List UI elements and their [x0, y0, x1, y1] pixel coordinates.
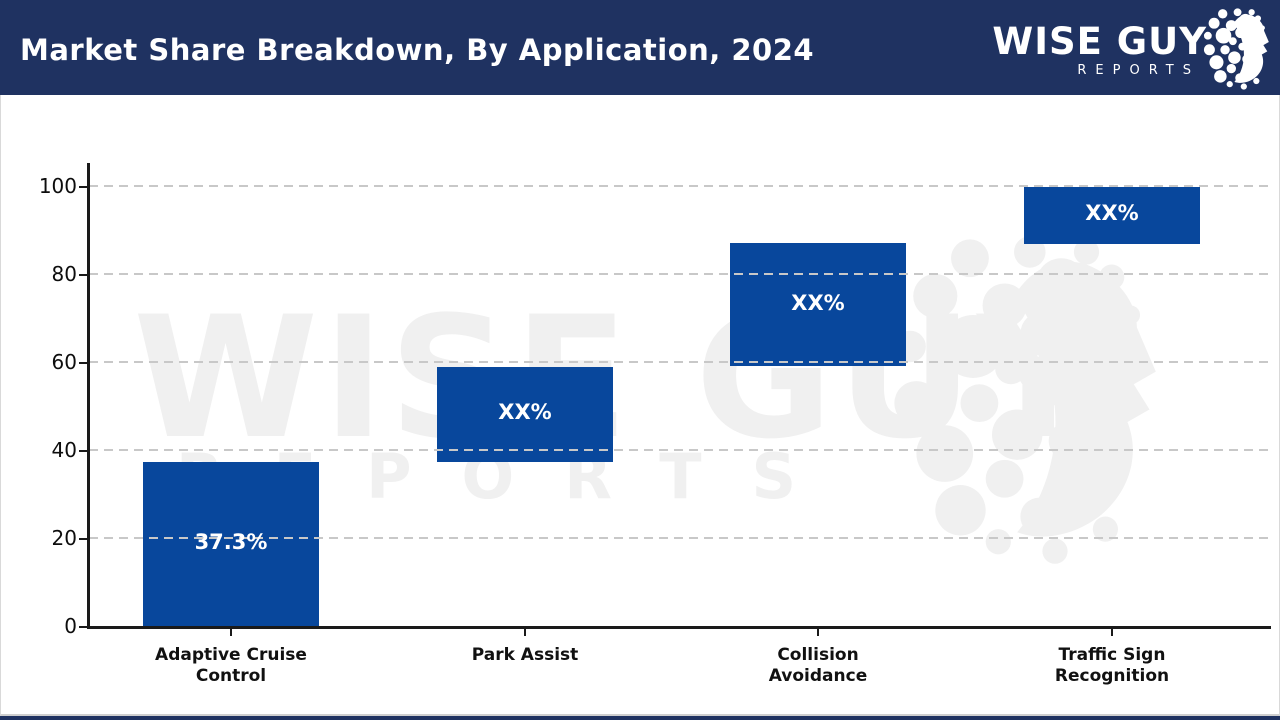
- x-axis-line: [87, 626, 1271, 629]
- x-category-label-line: Adaptive Cruise: [155, 645, 307, 665]
- bar-segment: [437, 366, 613, 462]
- y-tick-mark: [79, 362, 87, 364]
- x-tick-mark: [524, 628, 526, 636]
- bar-value-label: XX%: [791, 290, 845, 315]
- bar-value-label: XX%: [498, 400, 552, 425]
- gridline: [89, 185, 1271, 187]
- y-tick-label: 40: [51, 438, 77, 462]
- page-title: Market Share Breakdown, By Application, …: [20, 33, 815, 67]
- x-tick-mark: [230, 628, 232, 636]
- chart-panel: WISE GUY REPORTS 0 20 40 60 80 100 37.3% XX% XX%…: [0, 95, 1280, 716]
- plot-area: 0 20 40 60 80 100 37.3% XX% XX% XX% Adaptive Cruis…: [1, 95, 1279, 714]
- brand-head-icon: [1203, 8, 1269, 90]
- y-tick-mark: [79, 274, 87, 276]
- y-tick-label: 0: [64, 614, 77, 638]
- header-bar: Market Share Breakdown, By Application, …: [0, 0, 1280, 95]
- bar-segment: [730, 243, 906, 366]
- gridline: [89, 449, 1271, 451]
- y-tick-label: 20: [51, 526, 77, 550]
- bar-segment: [143, 461, 319, 626]
- brand-logo-wordmark: WISE GUY: [992, 20, 1207, 63]
- bar-segment: [1024, 186, 1200, 245]
- y-tick-mark: [79, 626, 87, 628]
- x-category-label: Collision Avoidance: [703, 645, 933, 687]
- y-axis-line: [87, 163, 90, 628]
- brand-logo-subtext: REPORTS: [1077, 63, 1200, 78]
- gridline: [89, 537, 1271, 539]
- x-category-label-line: Park Assist: [471, 645, 579, 665]
- footer-bar: [0, 716, 1280, 720]
- x-category-label-line: Recognition: [1054, 666, 1170, 686]
- x-category-label-line: Collision: [777, 645, 859, 665]
- y-tick-mark: [79, 538, 87, 540]
- x-category-label: Adaptive Cruise Control: [116, 645, 346, 687]
- gridline: [89, 361, 1271, 363]
- brand-logo: WISE GUY REPORTS: [992, 4, 1272, 92]
- x-tick-mark: [1111, 628, 1113, 636]
- y-tick-label: 100: [38, 174, 77, 198]
- y-tick-label: 80: [51, 262, 77, 286]
- gridline: [89, 273, 1271, 275]
- x-category-label-line: Control: [195, 666, 267, 686]
- bar-value-label: XX%: [1085, 201, 1139, 226]
- x-category-label-line: Avoidance: [768, 666, 868, 686]
- x-category-label: Park Assist: [410, 645, 640, 666]
- y-tick-mark: [79, 450, 87, 452]
- x-category-label: Traffic Sign Recognition: [997, 645, 1227, 687]
- bar-value-label: 37.3%: [194, 529, 268, 554]
- x-category-label-line: Traffic Sign: [1058, 645, 1166, 665]
- x-tick-mark: [817, 628, 819, 636]
- y-tick-label: 60: [51, 350, 77, 374]
- y-tick-mark: [79, 186, 87, 188]
